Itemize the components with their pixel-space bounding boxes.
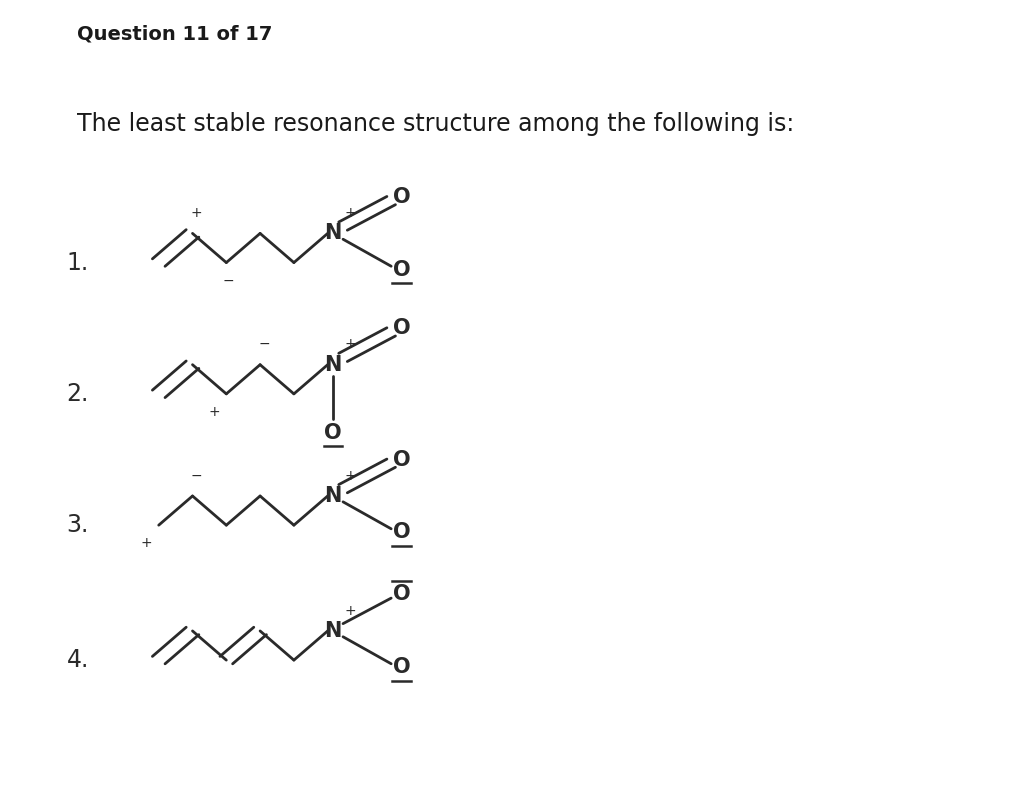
Text: 1.: 1. <box>67 251 89 275</box>
Text: −: − <box>222 274 234 288</box>
Text: +: + <box>344 604 356 617</box>
Text: N: N <box>325 486 341 506</box>
Text: O: O <box>392 522 411 542</box>
Text: +: + <box>140 537 153 550</box>
Text: +: + <box>208 405 220 419</box>
Text: −: − <box>258 337 270 351</box>
Text: −: − <box>190 468 203 483</box>
Text: N: N <box>325 223 341 243</box>
Text: O: O <box>392 260 411 280</box>
Text: +: + <box>344 337 356 351</box>
Text: N: N <box>325 355 341 375</box>
Text: +: + <box>344 206 356 220</box>
Text: 4.: 4. <box>67 648 89 672</box>
Text: O: O <box>392 450 411 470</box>
Text: O: O <box>392 584 411 604</box>
Text: Question 11 of 17: Question 11 of 17 <box>77 25 272 44</box>
Text: +: + <box>344 468 356 483</box>
Text: O: O <box>392 658 411 677</box>
Text: +: + <box>190 206 203 220</box>
Text: N: N <box>325 621 341 641</box>
Text: O: O <box>392 187 411 207</box>
Text: 2.: 2. <box>67 382 89 406</box>
Text: O: O <box>324 422 342 442</box>
Text: The least stable resonance structure among the following is:: The least stable resonance structure amo… <box>77 112 794 136</box>
Text: 3.: 3. <box>67 513 89 537</box>
Text: O: O <box>392 318 411 339</box>
